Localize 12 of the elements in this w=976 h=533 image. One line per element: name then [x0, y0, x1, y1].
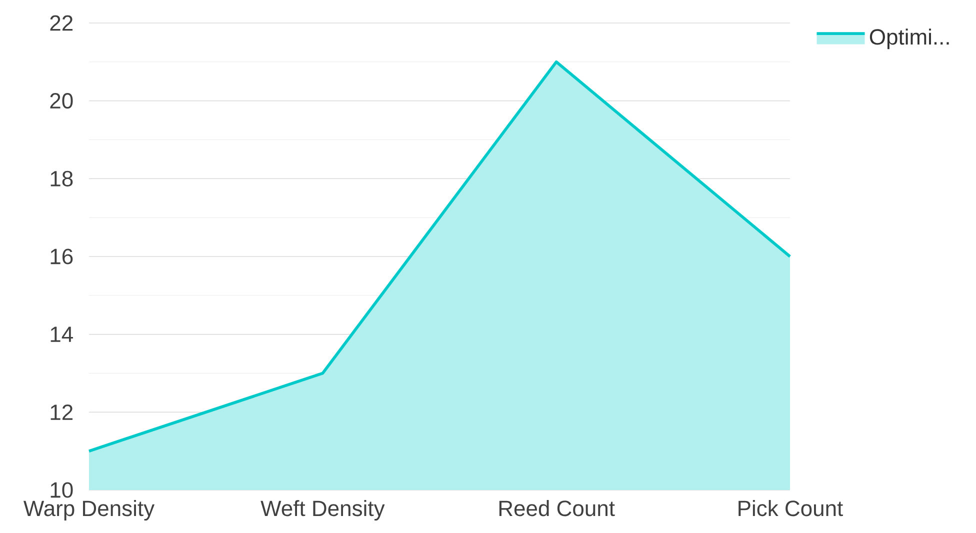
y-tick-label: 20: [50, 93, 73, 109]
y-tick-label: 10: [50, 482, 73, 498]
x-tick-label: Warp Density: [23, 500, 155, 521]
x-tick-label: Pick Count: [738, 500, 843, 516]
y-tick-label: 12: [50, 404, 73, 420]
y-tick-label: 16: [50, 248, 73, 264]
legend-label: Optimi...: [870, 28, 949, 50]
x-tick-label: Reed Count: [499, 500, 615, 516]
y-tick-label: 22: [50, 15, 73, 31]
y-tick-label: 18: [50, 170, 73, 186]
y-tick-label: 14: [50, 326, 73, 342]
x-tick-label: Weft Density: [260, 500, 385, 521]
